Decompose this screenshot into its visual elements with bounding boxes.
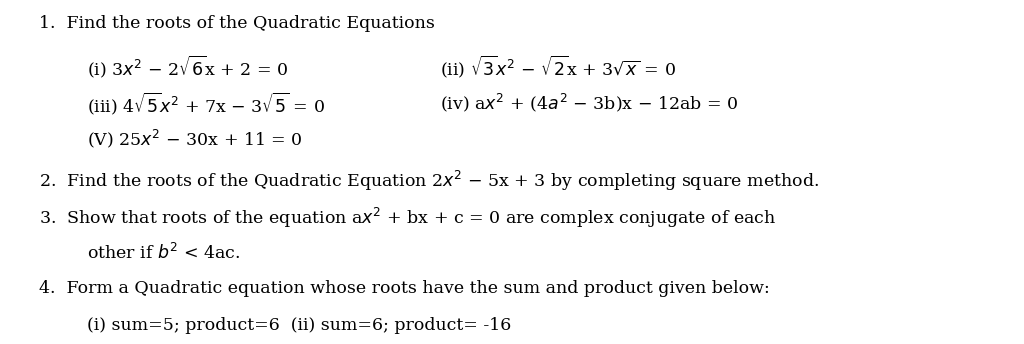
Text: 3.  Show that roots of the equation a$x^2$ + bx + c = 0 are complex conjugate of: 3. Show that roots of the equation a$x^2…: [39, 206, 776, 230]
Text: (i) 3$x^2$ − 2$\sqrt{6}$x + 2 = 0: (i) 3$x^2$ − 2$\sqrt{6}$x + 2 = 0: [87, 53, 288, 79]
Text: (iii) 4$\sqrt{5}x^2$ + 7x − 3$\sqrt{5}$ = 0: (iii) 4$\sqrt{5}x^2$ + 7x − 3$\sqrt{5}$ …: [87, 91, 325, 117]
Text: (i) sum=5; product=6  (ii) sum=6; product= -16: (i) sum=5; product=6 (ii) sum=6; product…: [87, 317, 511, 334]
Text: (iv) a$x^2$ + (4$a^2$ − 3b)x − 12ab = 0: (iv) a$x^2$ + (4$a^2$ − 3b)x − 12ab = 0: [440, 91, 738, 114]
Text: 2.  Find the roots of the Quadratic Equation 2$x^2$ − 5x + 3 by completing squar: 2. Find the roots of the Quadratic Equat…: [39, 169, 819, 193]
Text: 1.  Find the roots of the Quadratic Equations: 1. Find the roots of the Quadratic Equat…: [39, 15, 435, 32]
Text: 4.  Form a Quadratic equation whose roots have the sum and product given below:: 4. Form a Quadratic equation whose roots…: [39, 280, 770, 297]
Text: (V) 25$x^2$ − 30x + 11 = 0: (V) 25$x^2$ − 30x + 11 = 0: [87, 128, 303, 150]
Text: other if $b^2$ < 4ac.: other if $b^2$ < 4ac.: [87, 243, 241, 262]
Text: (ii) $\sqrt{3}x^2$ − $\sqrt{2}$x + 3$\sqrt{x}$ = 0: (ii) $\sqrt{3}x^2$ − $\sqrt{2}$x + 3$\sq…: [440, 53, 676, 79]
